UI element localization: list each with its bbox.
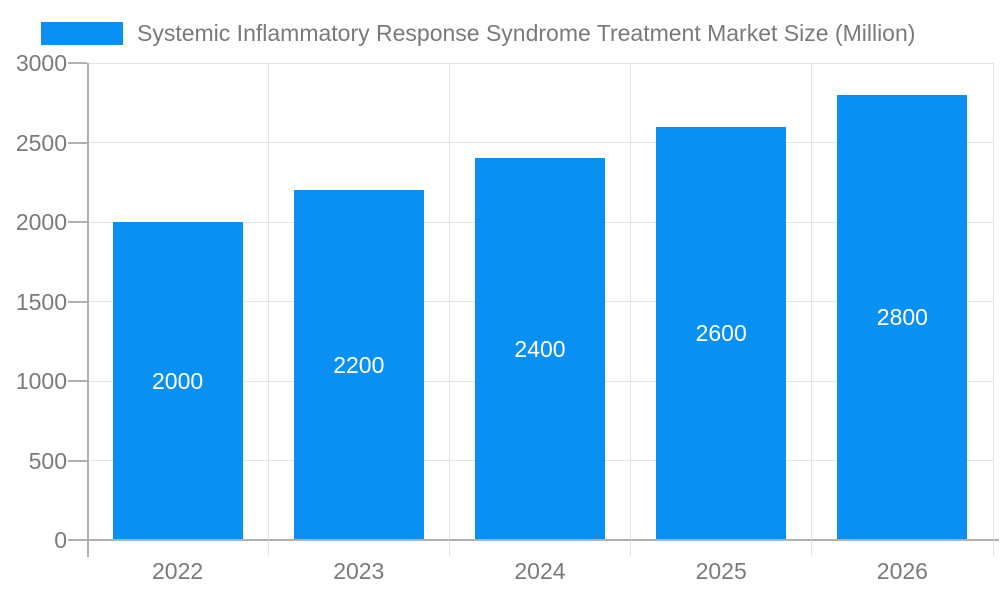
x-gridline [811, 63, 813, 540]
y-gridline [87, 142, 993, 143]
x-axis-tick [267, 540, 269, 556]
y-axis-tick [68, 62, 87, 64]
x-axis-tick-label: 2025 [695, 558, 747, 584]
x-axis-tick [992, 540, 994, 556]
bar-value-label: 2000 [152, 367, 204, 394]
y-axis-tick [68, 221, 87, 223]
x-axis-line [87, 539, 999, 541]
x-axis-tick [448, 540, 450, 556]
bar-value-label: 2800 [876, 303, 928, 330]
bar-2026[interactable]: 2800 [837, 94, 968, 540]
y-axis-tick-label: 2000 [15, 209, 67, 235]
x-gridline [448, 63, 450, 540]
bar-2023[interactable]: 2200 [293, 190, 424, 540]
bar-value-label: 2200 [333, 351, 385, 378]
bar-value-label: 2600 [695, 319, 747, 346]
y-axis-tick-label: 2500 [15, 129, 67, 156]
y-gridline [87, 62, 993, 64]
legend-swatch-icon [41, 22, 123, 45]
y-axis-tick-label: 500 [28, 447, 67, 474]
x-axis-tick-label: 2024 [514, 558, 566, 584]
y-axis-tick-label: 0 [54, 527, 67, 553]
legend-item[interactable]: Systemic Inflammatory Response Syndrome … [41, 20, 915, 47]
plot-area: 2000 2200 2400 2600 2800 [87, 62, 999, 541]
x-axis-tick-label: 2026 [876, 558, 928, 584]
x-axis-tick [811, 540, 813, 556]
x-gridline [630, 63, 632, 540]
legend-label: Systemic Inflammatory Response Syndrome … [137, 20, 916, 46]
y-axis-line [87, 63, 89, 557]
y-axis-tick-label: 1000 [15, 368, 67, 394]
y-axis-tick [68, 300, 87, 303]
y-axis-tick [68, 459, 87, 462]
x-axis-tick-label: 2023 [333, 558, 385, 584]
x-gridline [992, 63, 994, 540]
bar-2024[interactable]: 2400 [475, 158, 605, 540]
bar-value-label: 2400 [514, 335, 566, 362]
x-gridline [267, 63, 269, 540]
x-axis-tick [630, 540, 632, 556]
y-axis-tick-label: 3000 [15, 50, 67, 76]
y-axis-tick [68, 380, 87, 382]
y-axis-tick-label: 1500 [15, 288, 67, 315]
bar-2022[interactable]: 2000 [112, 222, 243, 540]
bar-2025[interactable]: 2600 [656, 126, 787, 540]
x-axis-tick-label: 2022 [152, 558, 204, 584]
y-axis-tick [68, 539, 87, 541]
y-axis-tick [68, 141, 87, 144]
